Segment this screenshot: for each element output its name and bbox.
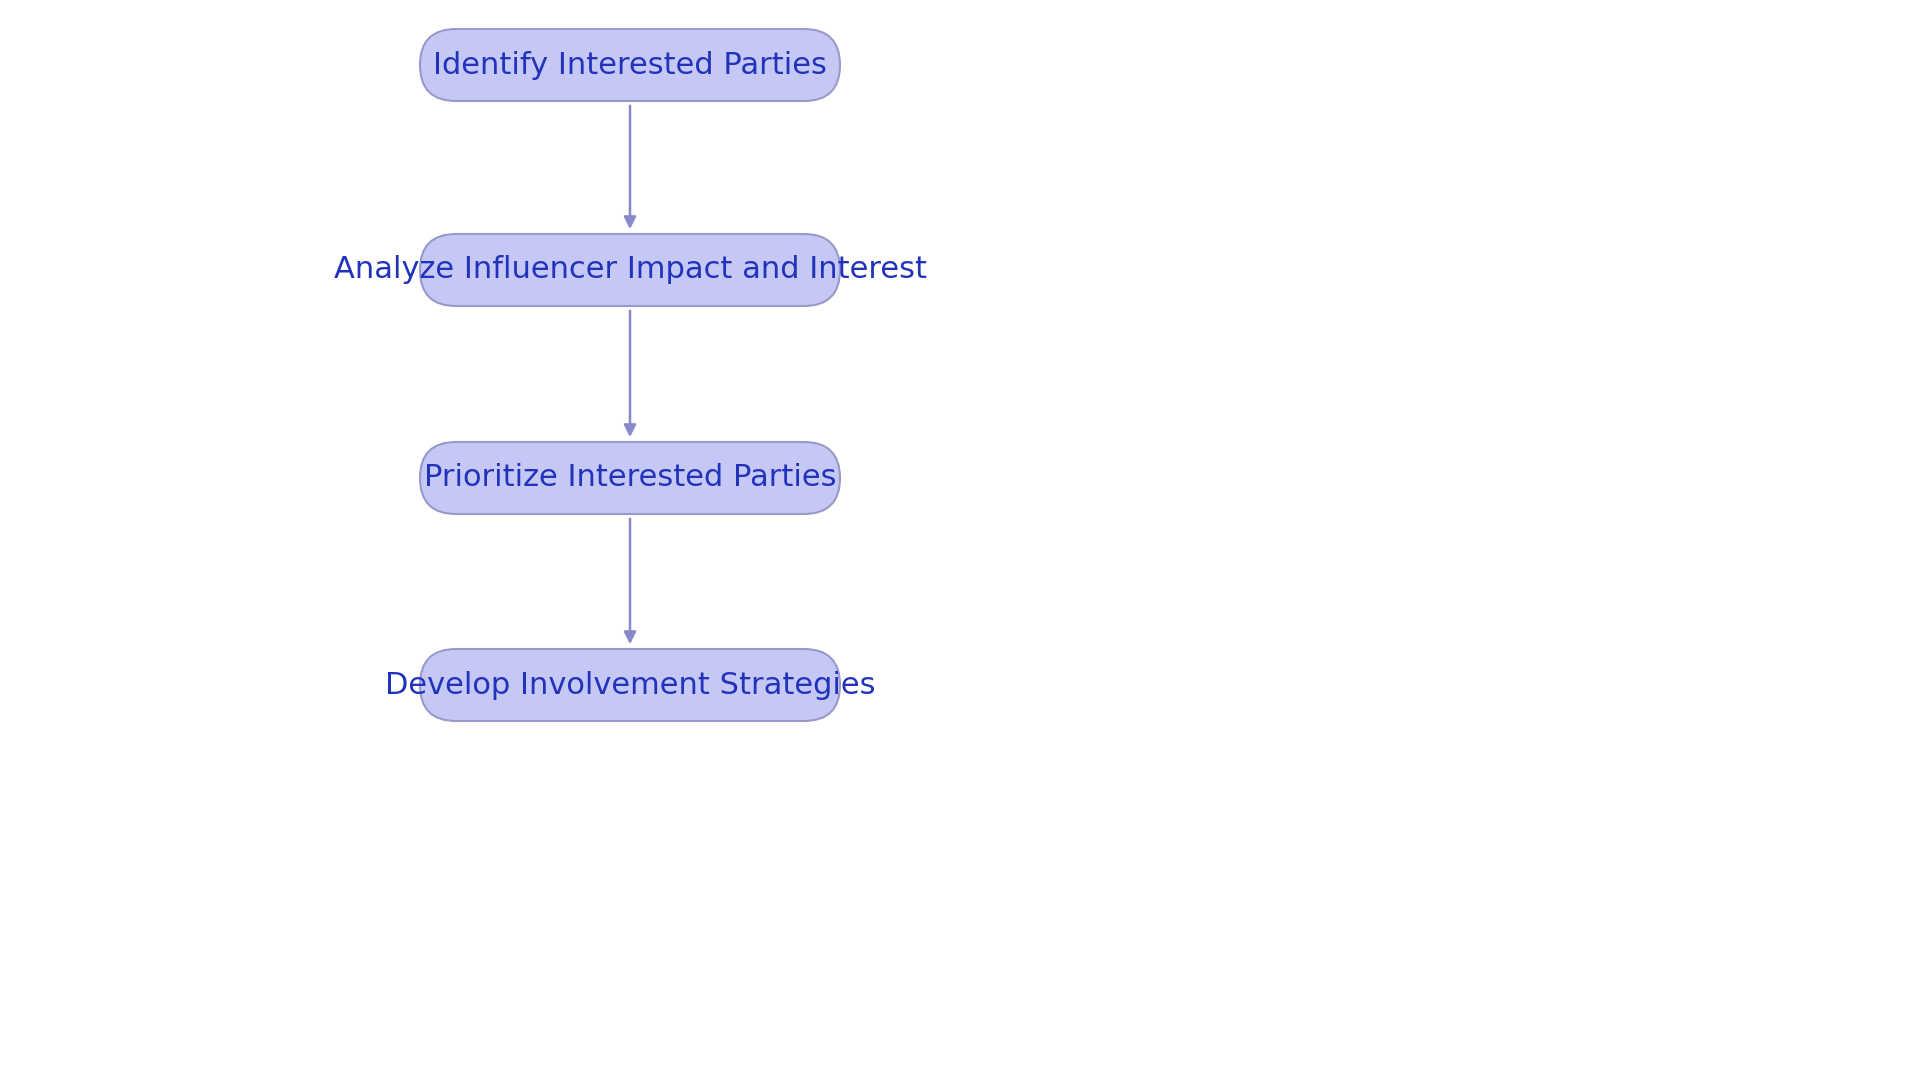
FancyBboxPatch shape	[420, 442, 841, 514]
Text: Identify Interested Parties: Identify Interested Parties	[434, 51, 828, 79]
Text: Analyze Influencer Impact and Interest: Analyze Influencer Impact and Interest	[334, 256, 927, 285]
FancyBboxPatch shape	[420, 649, 841, 721]
FancyBboxPatch shape	[420, 234, 841, 306]
FancyBboxPatch shape	[420, 29, 841, 101]
Text: Prioritize Interested Parties: Prioritize Interested Parties	[424, 464, 837, 493]
Text: Develop Involvement Strategies: Develop Involvement Strategies	[384, 670, 876, 700]
